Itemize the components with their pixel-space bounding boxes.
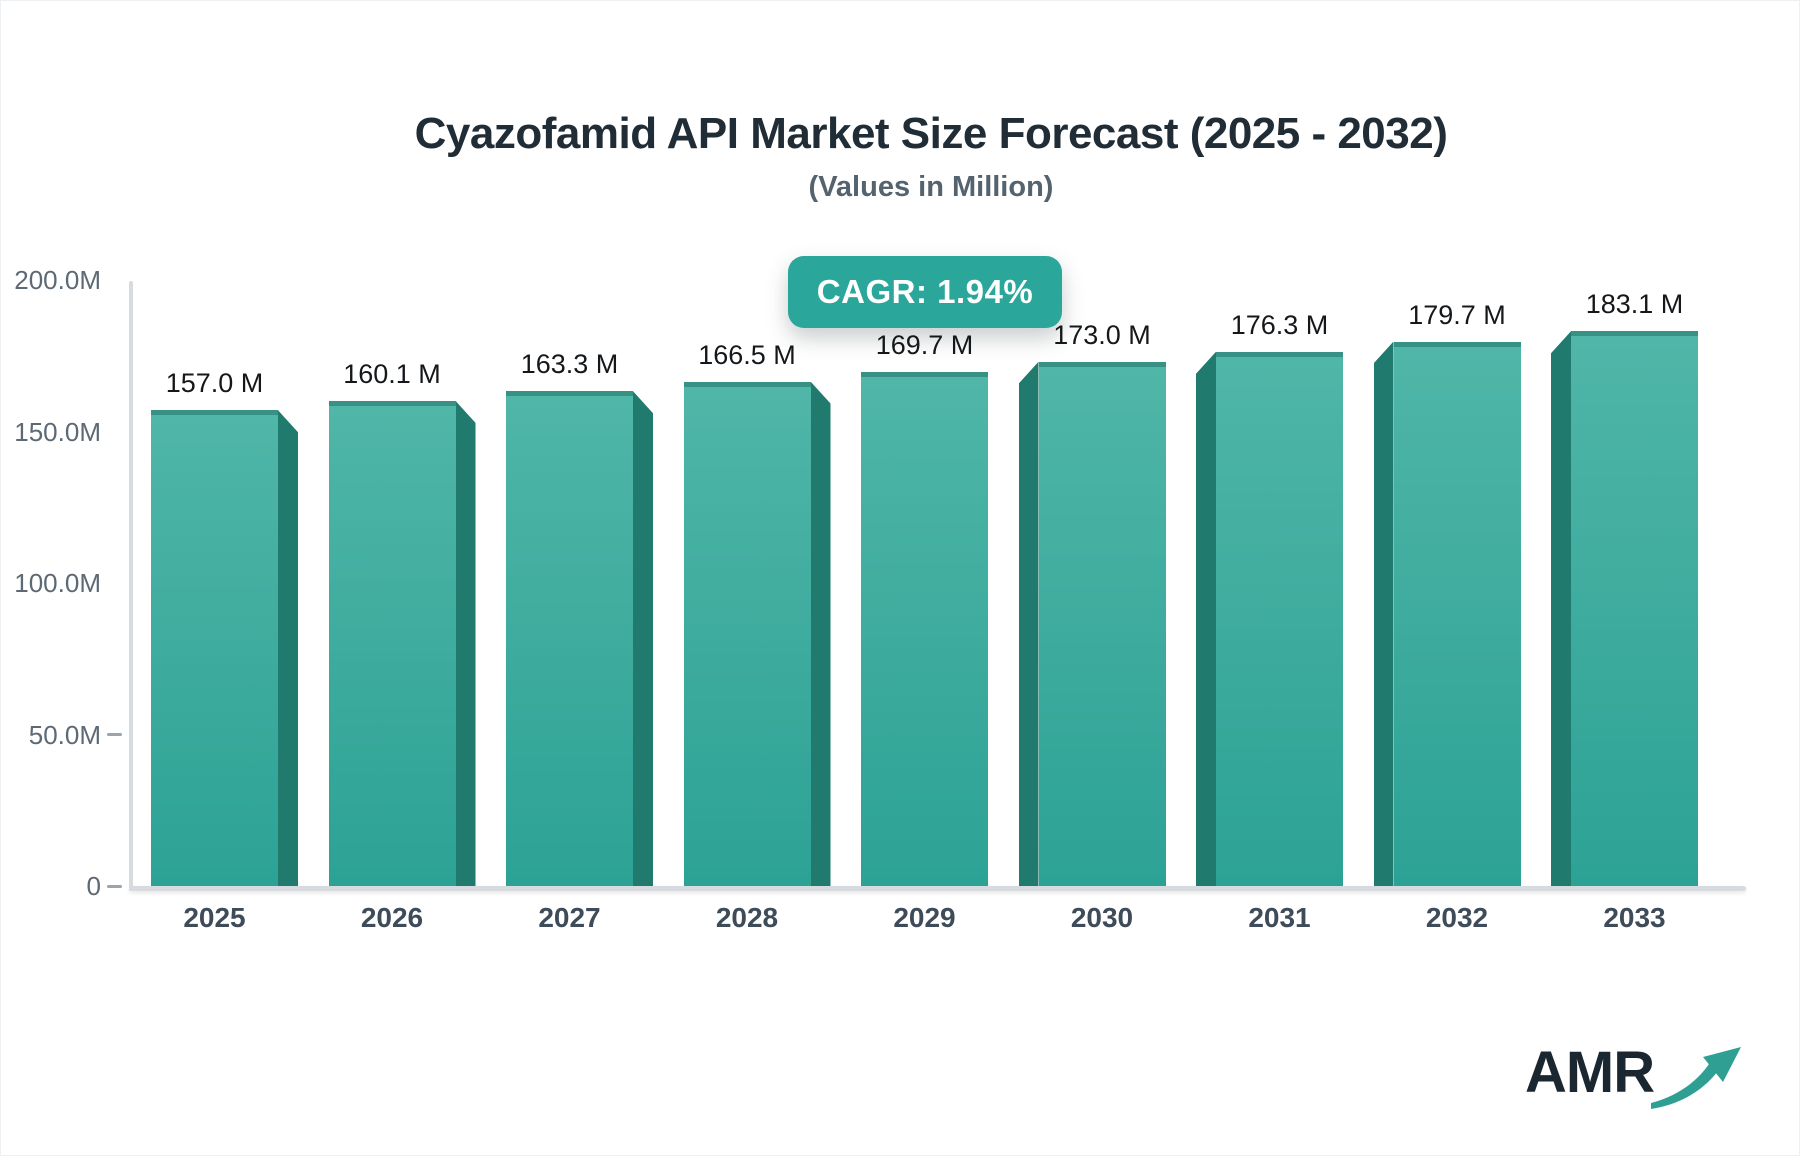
- bar-3d-side: [1551, 331, 1571, 886]
- bar-3d-side: [810, 381, 831, 886]
- bar-2027: [506, 391, 633, 886]
- bar-top-edge: [328, 400, 456, 406]
- bar-3d-side: [633, 391, 653, 886]
- bar-2033: [1571, 331, 1698, 886]
- y-tick-mark: [107, 884, 122, 888]
- bar-2026: [328, 400, 456, 886]
- bar-top-edge: [506, 391, 633, 397]
- x-tick-label: 2029: [893, 902, 956, 933]
- chart-subtitle: (Values in Million): [808, 171, 1054, 203]
- bar-3d-side: [278, 410, 298, 886]
- bar-top-edge: [1038, 361, 1166, 367]
- y-tick-label: 150.0M: [14, 416, 101, 447]
- bar-2029: [861, 371, 988, 886]
- y-tick-label: 0: [86, 871, 101, 901]
- bar-value-label: 173.0 M: [1053, 319, 1151, 350]
- bar-value-label: 176.3 M: [1230, 309, 1329, 340]
- x-tick-label: 2033: [1603, 902, 1666, 933]
- x-tick-label: 2026: [360, 902, 424, 933]
- bar-value-label: 166.5 M: [698, 339, 796, 370]
- y-tick-label: 200.0M: [14, 265, 101, 295]
- growth-arrow-icon: [1651, 1047, 1741, 1109]
- bar-top-edge: [683, 381, 811, 387]
- bar-2032: [1393, 341, 1521, 886]
- bar-value-label: 169.7 M: [875, 329, 974, 360]
- y-axis-line: [129, 281, 133, 891]
- logo-text: AMR: [1525, 1040, 1655, 1105]
- y-tick-label: 50.0M: [28, 719, 101, 750]
- bar-2031: [1216, 351, 1343, 886]
- bar-top-edge: [861, 371, 988, 377]
- bar-value-label: 163.3 M: [520, 349, 619, 380]
- bar-2028: [683, 381, 811, 886]
- bar-value-label: 160.1 M: [343, 358, 441, 389]
- bar-value-label: 183.1 M: [1585, 289, 1684, 320]
- cagr-badge-label: CAGR: 1.94%: [816, 273, 1034, 310]
- x-axis-line: [129, 886, 1746, 891]
- bar-3d-side: [1196, 351, 1216, 886]
- cagr-badge: CAGR: 1.94%: [788, 256, 1062, 328]
- x-tick-label: 2030: [1070, 902, 1134, 933]
- bar-top-edge: [1393, 341, 1521, 347]
- bar-3d-side: [455, 400, 476, 886]
- x-tick-label: 2028: [715, 902, 779, 933]
- x-tick-label: 2031: [1248, 902, 1311, 933]
- bar-3d-side: [1018, 361, 1039, 886]
- chart-title: Cyazofamid API Market Size Forecast (202…: [414, 109, 1448, 158]
- y-tick-mark: [107, 733, 122, 736]
- x-tick-label: 2027: [538, 902, 601, 933]
- bar-value-label: 179.7 M: [1408, 299, 1506, 330]
- bar-top-edge: [1571, 331, 1698, 337]
- bar-top-edge: [151, 410, 278, 416]
- bar-3d-side: [1373, 341, 1394, 886]
- y-tick-label: 100.0M: [14, 568, 101, 598]
- bar-top-edge: [1216, 351, 1343, 357]
- amr-logo: AMR: [1525, 1039, 1741, 1119]
- x-tick-label: 2025: [183, 902, 246, 933]
- bar-value-label: 157.0 M: [165, 368, 264, 399]
- x-tick-label: 2032: [1425, 902, 1489, 933]
- bar-2025: [151, 410, 278, 886]
- bar-2030: [1038, 361, 1166, 886]
